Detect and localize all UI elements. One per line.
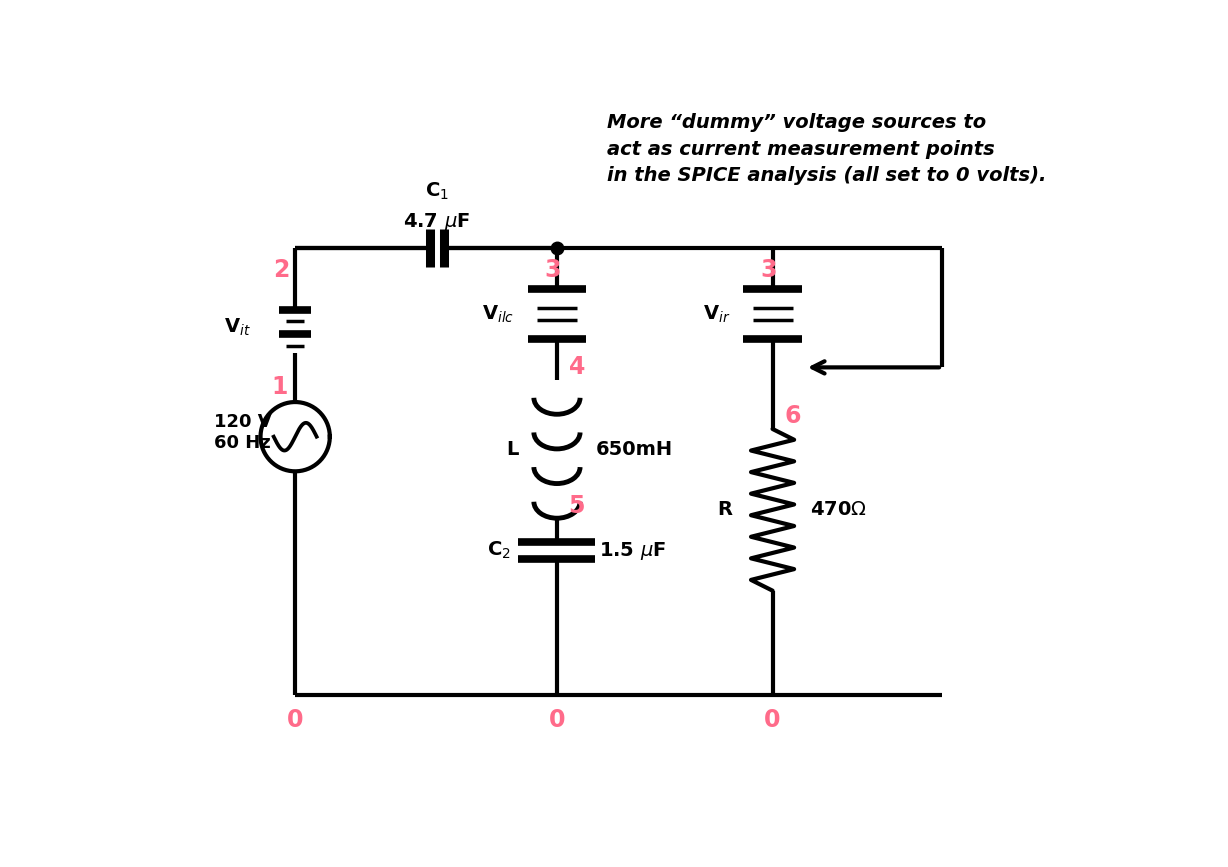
Text: 650mH: 650mH — [596, 440, 673, 460]
Text: More “dummy” voltage sources to
act as current measurement points
in the SPICE a: More “dummy” voltage sources to act as c… — [607, 114, 1046, 186]
Text: 4.7 $\mu$F: 4.7 $\mu$F — [403, 211, 470, 232]
Text: V$_{ir}$: V$_{ir}$ — [702, 303, 731, 324]
Text: 3: 3 — [760, 258, 777, 283]
Text: 0: 0 — [764, 708, 781, 732]
Text: 1.5 $\mu$F: 1.5 $\mu$F — [599, 539, 667, 562]
Text: 0: 0 — [549, 708, 565, 732]
Text: 0: 0 — [287, 708, 303, 732]
Text: C$_1$: C$_1$ — [425, 180, 448, 202]
Text: V$_{ilc}$: V$_{ilc}$ — [483, 303, 515, 324]
Text: 2: 2 — [273, 258, 290, 283]
Text: 120 V
60 Hz: 120 V 60 Hz — [215, 414, 271, 453]
Text: 5: 5 — [569, 494, 585, 518]
Text: 470$\Omega$: 470$\Omega$ — [809, 500, 867, 519]
Text: C$_2$: C$_2$ — [488, 540, 511, 561]
Text: 6: 6 — [785, 404, 801, 427]
Text: 3: 3 — [545, 258, 561, 283]
Text: 1: 1 — [271, 375, 287, 400]
Text: V$_{it}$: V$_{it}$ — [223, 317, 251, 338]
Text: 4: 4 — [569, 355, 585, 379]
Text: R: R — [717, 500, 733, 519]
Text: L: L — [506, 440, 518, 460]
